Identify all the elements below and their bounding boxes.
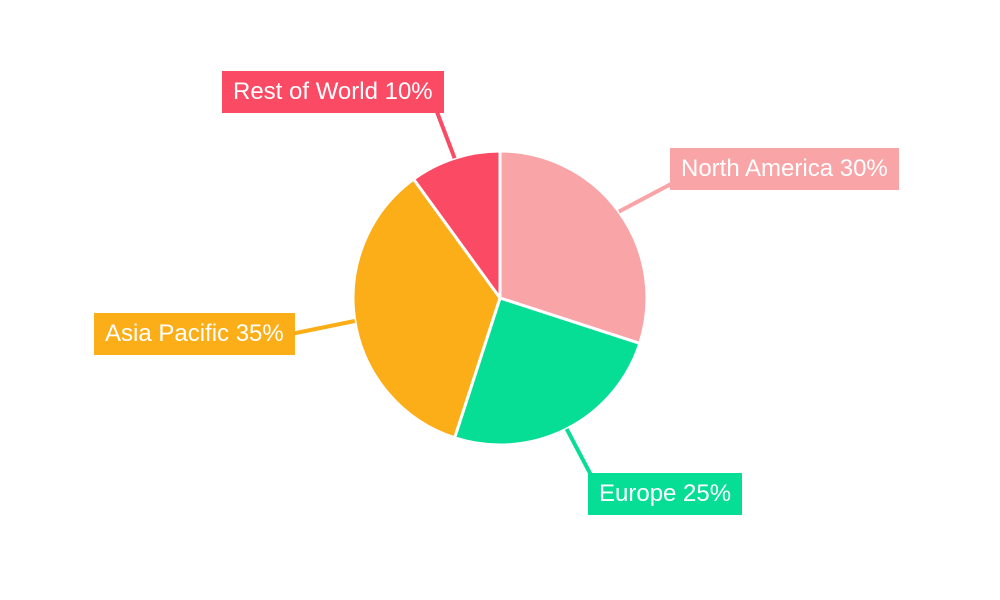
slice-label-europe: Europe 25% bbox=[588, 473, 743, 515]
leader-line-asia-pacific bbox=[290, 319, 356, 336]
leader-line-europe bbox=[564, 428, 594, 478]
leader-line-north-america bbox=[617, 182, 672, 214]
pie-slice-asia-pacific bbox=[351, 177, 502, 440]
leader-line-rest-of-world bbox=[435, 111, 457, 159]
slice-label-north-america: North America 30% bbox=[670, 148, 899, 190]
slice-label-rest-of-world: Rest of World 10% bbox=[222, 71, 444, 113]
pie-slice-europe bbox=[453, 296, 642, 447]
slice-label-asia-pacific: Asia Pacific 35% bbox=[94, 313, 295, 355]
